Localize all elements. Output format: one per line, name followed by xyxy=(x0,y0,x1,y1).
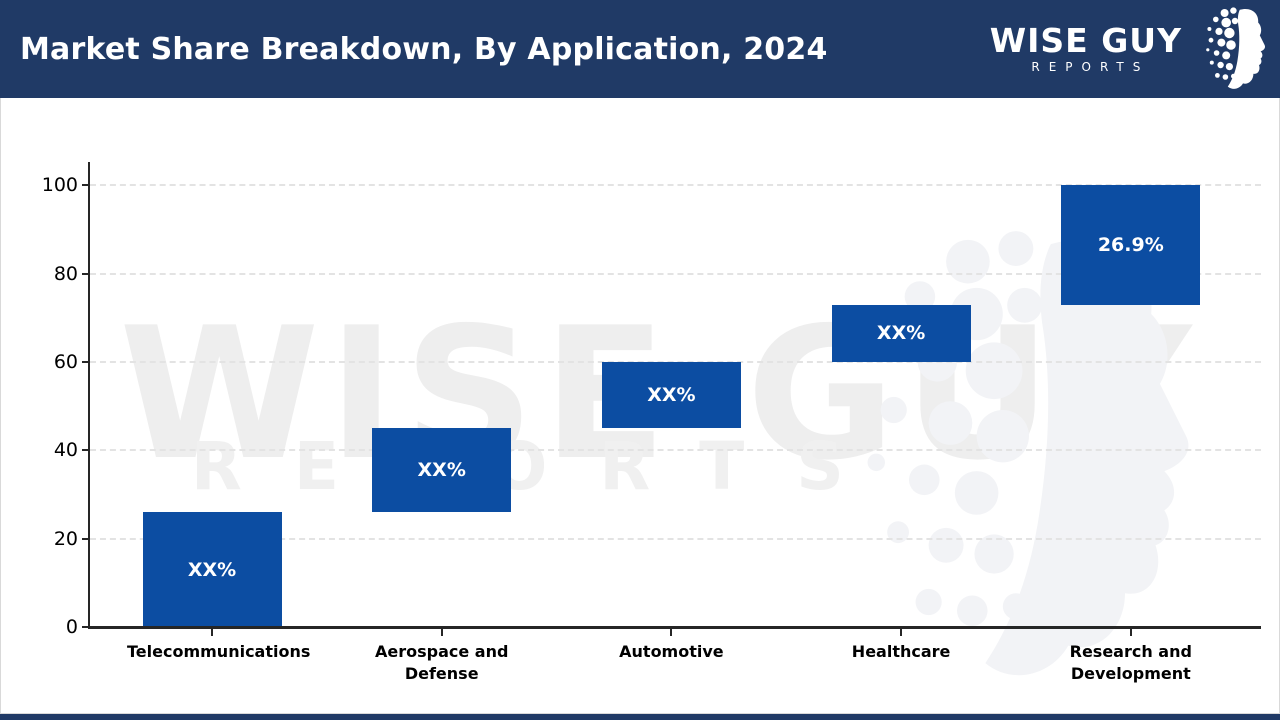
x-axis-line xyxy=(88,626,1261,629)
bar-segment: XX% xyxy=(372,428,512,513)
gridline-40 xyxy=(90,449,1261,452)
y-tick-label-0: 0 xyxy=(65,616,78,638)
watermark-text-2: REPORTS xyxy=(191,428,896,505)
y-tick-mark-0 xyxy=(82,626,89,628)
y-tick-label-40: 40 xyxy=(53,439,78,462)
x-tick-mark xyxy=(1129,629,1132,636)
bar-value-label: XX% xyxy=(647,384,696,407)
brand-tagline: REPORTS xyxy=(1031,60,1150,75)
y-tick-mark-40 xyxy=(82,449,89,452)
x-tick-mark xyxy=(670,629,673,636)
bar-segment: XX% xyxy=(601,362,741,429)
bar-value-label: 26.9% xyxy=(1097,234,1164,257)
x-category-label: Automotive xyxy=(619,642,724,661)
bar-value-label: XX% xyxy=(417,459,466,482)
y-tick-mark-20 xyxy=(82,537,89,540)
brand-head-icon xyxy=(1206,7,1266,89)
y-tick-mark-80 xyxy=(82,272,89,275)
bar-segment: 26.9% xyxy=(1061,185,1201,305)
x-tick-mark xyxy=(900,629,903,636)
brand-logo-text: WISE GUY REPORTS xyxy=(989,20,1182,75)
page-title: Market Share Breakdown, By Application, … xyxy=(20,31,828,67)
x-tick-mark xyxy=(440,629,443,636)
bar-value-label: XX% xyxy=(876,322,926,345)
y-tick-label-20: 20 xyxy=(53,527,78,550)
x-category-label: Healthcare xyxy=(851,642,951,661)
footer-bar xyxy=(0,714,1280,720)
bar-segment: XX% xyxy=(831,304,971,363)
header-bar: Market Share Breakdown, By Application, … xyxy=(0,0,1280,98)
x-category-label: Telecommunications xyxy=(127,642,311,661)
gridline-20 xyxy=(90,537,1261,540)
y-tick-label-100: 100 xyxy=(41,174,78,197)
bar-segment: XX% xyxy=(142,512,282,627)
y-tick-label-80: 80 xyxy=(53,262,78,285)
chart-area: WISE GUY REPORTS 0 20 40 60 80 100 XX% Telecomm… xyxy=(0,98,1280,714)
gridline-80 xyxy=(90,272,1261,275)
y-tick-mark-60 xyxy=(82,361,89,364)
bar-value-label: XX% xyxy=(187,558,237,581)
y-tick-label-60: 60 xyxy=(53,351,78,374)
brand-logo: WISE GUY REPORTS xyxy=(990,5,1280,93)
x-category-label: Research and Development xyxy=(1069,642,1192,683)
y-tick-mark-100 xyxy=(82,184,89,187)
x-tick-mark xyxy=(211,629,213,636)
y-axis-line xyxy=(88,162,90,629)
brand-name: WISE GUY xyxy=(989,20,1182,60)
x-category-label: Aerospace and Defense xyxy=(374,642,509,683)
gridline-100 xyxy=(90,184,1261,187)
